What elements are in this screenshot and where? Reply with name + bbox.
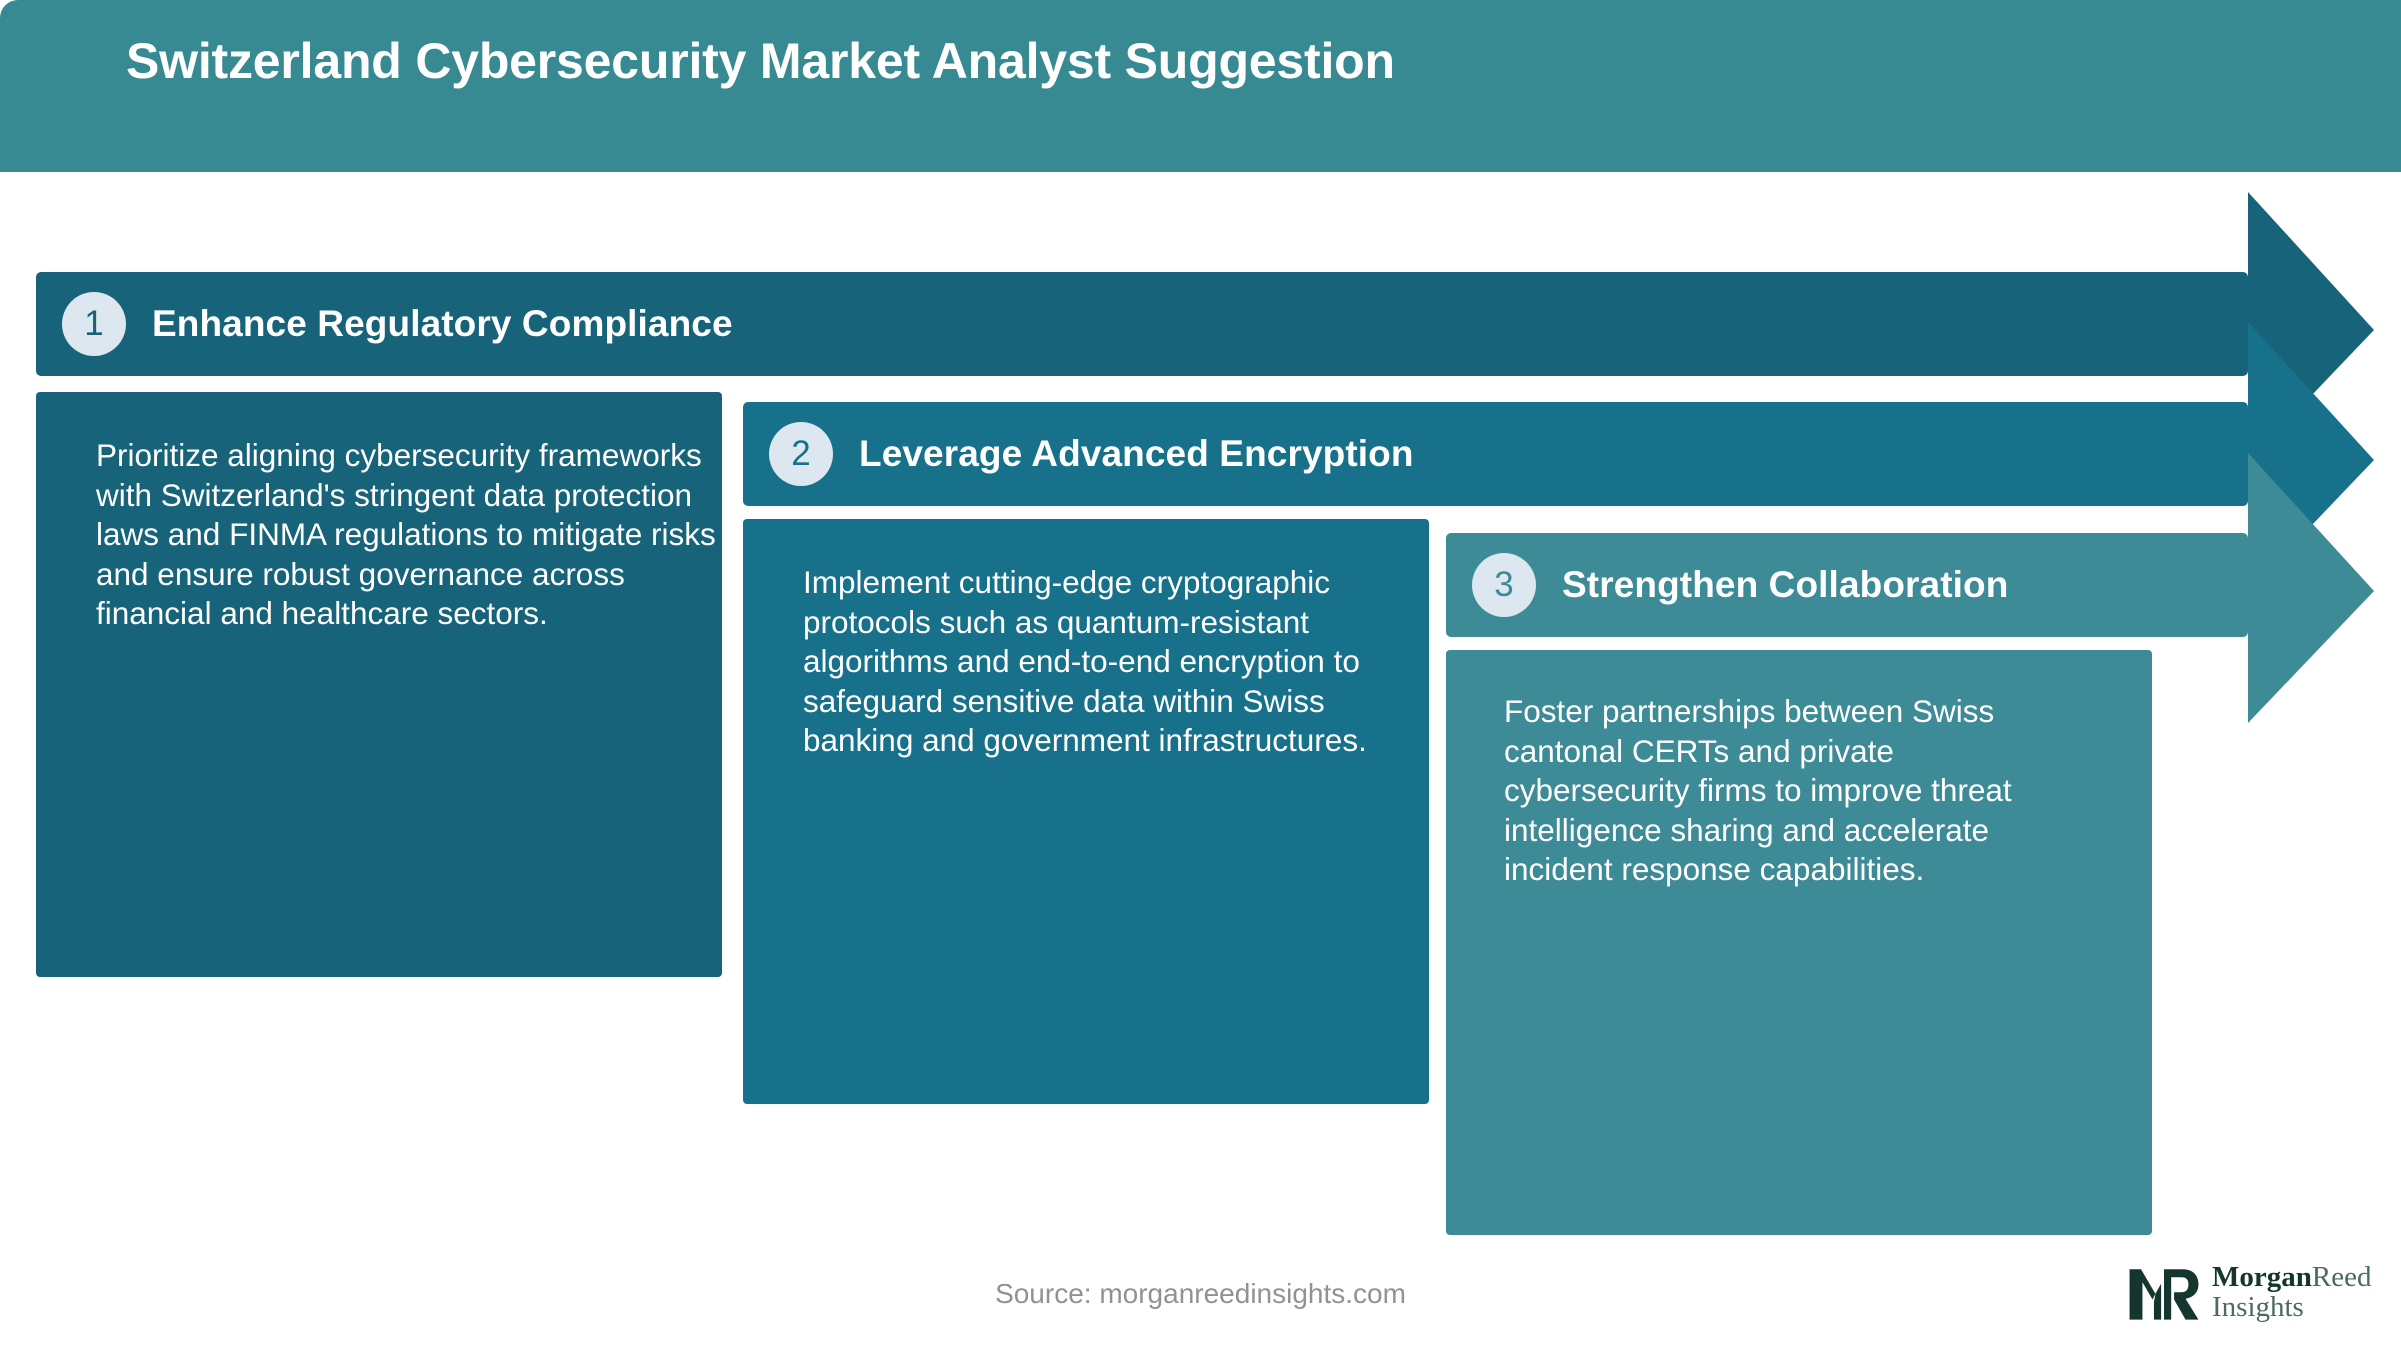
step-2-header[interactable]: 2 Leverage Advanced Encryption bbox=[743, 402, 2248, 506]
logo-reed-text: Reed bbox=[2311, 1261, 2372, 1294]
logo-wordmark: MorganReed Insights bbox=[2212, 1263, 2371, 1322]
logo-morgan-text: Morgan bbox=[2212, 1261, 2312, 1294]
arrow-head-1-icon bbox=[2248, 192, 2374, 462]
arrow-head-3-icon bbox=[2248, 453, 2374, 723]
mr-monogram-icon bbox=[2129, 1269, 2199, 1320]
step-2-title: Leverage Advanced Encryption bbox=[859, 433, 1414, 474]
source-caption: Source: morganreedinsights.com bbox=[0, 1278, 2401, 1310]
step-1-title: Enhance Regulatory Compliance bbox=[152, 303, 733, 344]
page-header-banner: Switzerland Cybersecurity Market Analyst… bbox=[0, 0, 2401, 172]
brand-logo: MorganReed Insights bbox=[2128, 1258, 2371, 1328]
step-2-body-card: Implement cutting-edge cryptographic pro… bbox=[743, 519, 1429, 1104]
step-1-body-card: Prioritize aligning cybersecurity framew… bbox=[36, 392, 722, 977]
arrow-head-2-icon bbox=[2248, 322, 2374, 592]
step-1-header[interactable]: 1 Enhance Regulatory Compliance bbox=[36, 272, 2248, 376]
step-3-description: Foster partnerships between Swiss canton… bbox=[1504, 693, 2012, 887]
step-1-description: Prioritize aligning cybersecurity framew… bbox=[96, 437, 716, 631]
step-3-header[interactable]: 3 Strengthen Collaboration bbox=[1446, 533, 2248, 637]
step-1-number: 1 bbox=[84, 303, 104, 343]
logo-line-primary: MorganReed bbox=[2212, 1263, 2371, 1293]
page-title: Switzerland Cybersecurity Market Analyst… bbox=[126, 33, 1395, 89]
step-2-number: 2 bbox=[791, 433, 811, 473]
step-3-number: 3 bbox=[1494, 564, 1514, 604]
source-caption-text: Source: morganreedinsights.com bbox=[995, 1278, 1406, 1309]
step-2-description: Implement cutting-edge cryptographic pro… bbox=[803, 564, 1367, 758]
step-3-number-badge: 3 bbox=[1472, 553, 1536, 617]
step-1-number-badge: 1 bbox=[62, 292, 126, 356]
step-2-number-badge: 2 bbox=[769, 422, 833, 486]
logo-insights-text: Insights bbox=[2212, 1291, 2304, 1323]
step-3-body-card: Foster partnerships between Swiss canton… bbox=[1446, 650, 2152, 1235]
step-3-title: Strengthen Collaboration bbox=[1562, 564, 2009, 605]
